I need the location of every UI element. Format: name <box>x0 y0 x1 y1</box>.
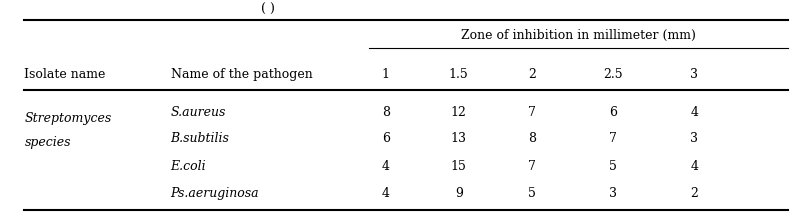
Text: Streptomyces: Streptomyces <box>24 112 111 125</box>
Text: 5: 5 <box>608 160 616 173</box>
Text: S.aureus: S.aureus <box>170 106 225 119</box>
Text: 1.5: 1.5 <box>448 68 468 81</box>
Text: Isolate name: Isolate name <box>24 68 105 81</box>
Text: ( ): ( ) <box>260 3 275 16</box>
Text: 2: 2 <box>527 68 535 81</box>
Text: 4: 4 <box>381 160 389 173</box>
Text: Zone of inhibition in millimeter (mm): Zone of inhibition in millimeter (mm) <box>461 29 695 42</box>
Text: 15: 15 <box>450 160 466 173</box>
Text: 3: 3 <box>689 132 697 145</box>
Text: 7: 7 <box>527 106 535 119</box>
Text: Ps.aeruginosa: Ps.aeruginosa <box>170 187 259 200</box>
Text: 2.5: 2.5 <box>603 68 622 81</box>
Text: 8: 8 <box>381 106 389 119</box>
Text: B.subtilis: B.subtilis <box>170 132 230 145</box>
Text: 8: 8 <box>527 132 535 145</box>
Text: 7: 7 <box>608 132 616 145</box>
Text: 2: 2 <box>689 187 697 200</box>
Text: 4: 4 <box>689 106 697 119</box>
Text: 3: 3 <box>608 187 616 200</box>
Text: E.coli: E.coli <box>170 160 206 173</box>
Text: 5: 5 <box>527 187 535 200</box>
Text: 4: 4 <box>381 187 389 200</box>
Text: 6: 6 <box>608 106 616 119</box>
Text: 12: 12 <box>450 106 466 119</box>
Text: 7: 7 <box>527 160 535 173</box>
Text: 9: 9 <box>454 187 462 200</box>
Text: 3: 3 <box>689 68 697 81</box>
Text: 6: 6 <box>381 132 389 145</box>
Text: 4: 4 <box>689 160 697 173</box>
Text: 1: 1 <box>381 68 389 81</box>
Text: 13: 13 <box>450 132 466 145</box>
Text: species: species <box>24 136 71 149</box>
Text: Name of the pathogen: Name of the pathogen <box>170 68 312 81</box>
